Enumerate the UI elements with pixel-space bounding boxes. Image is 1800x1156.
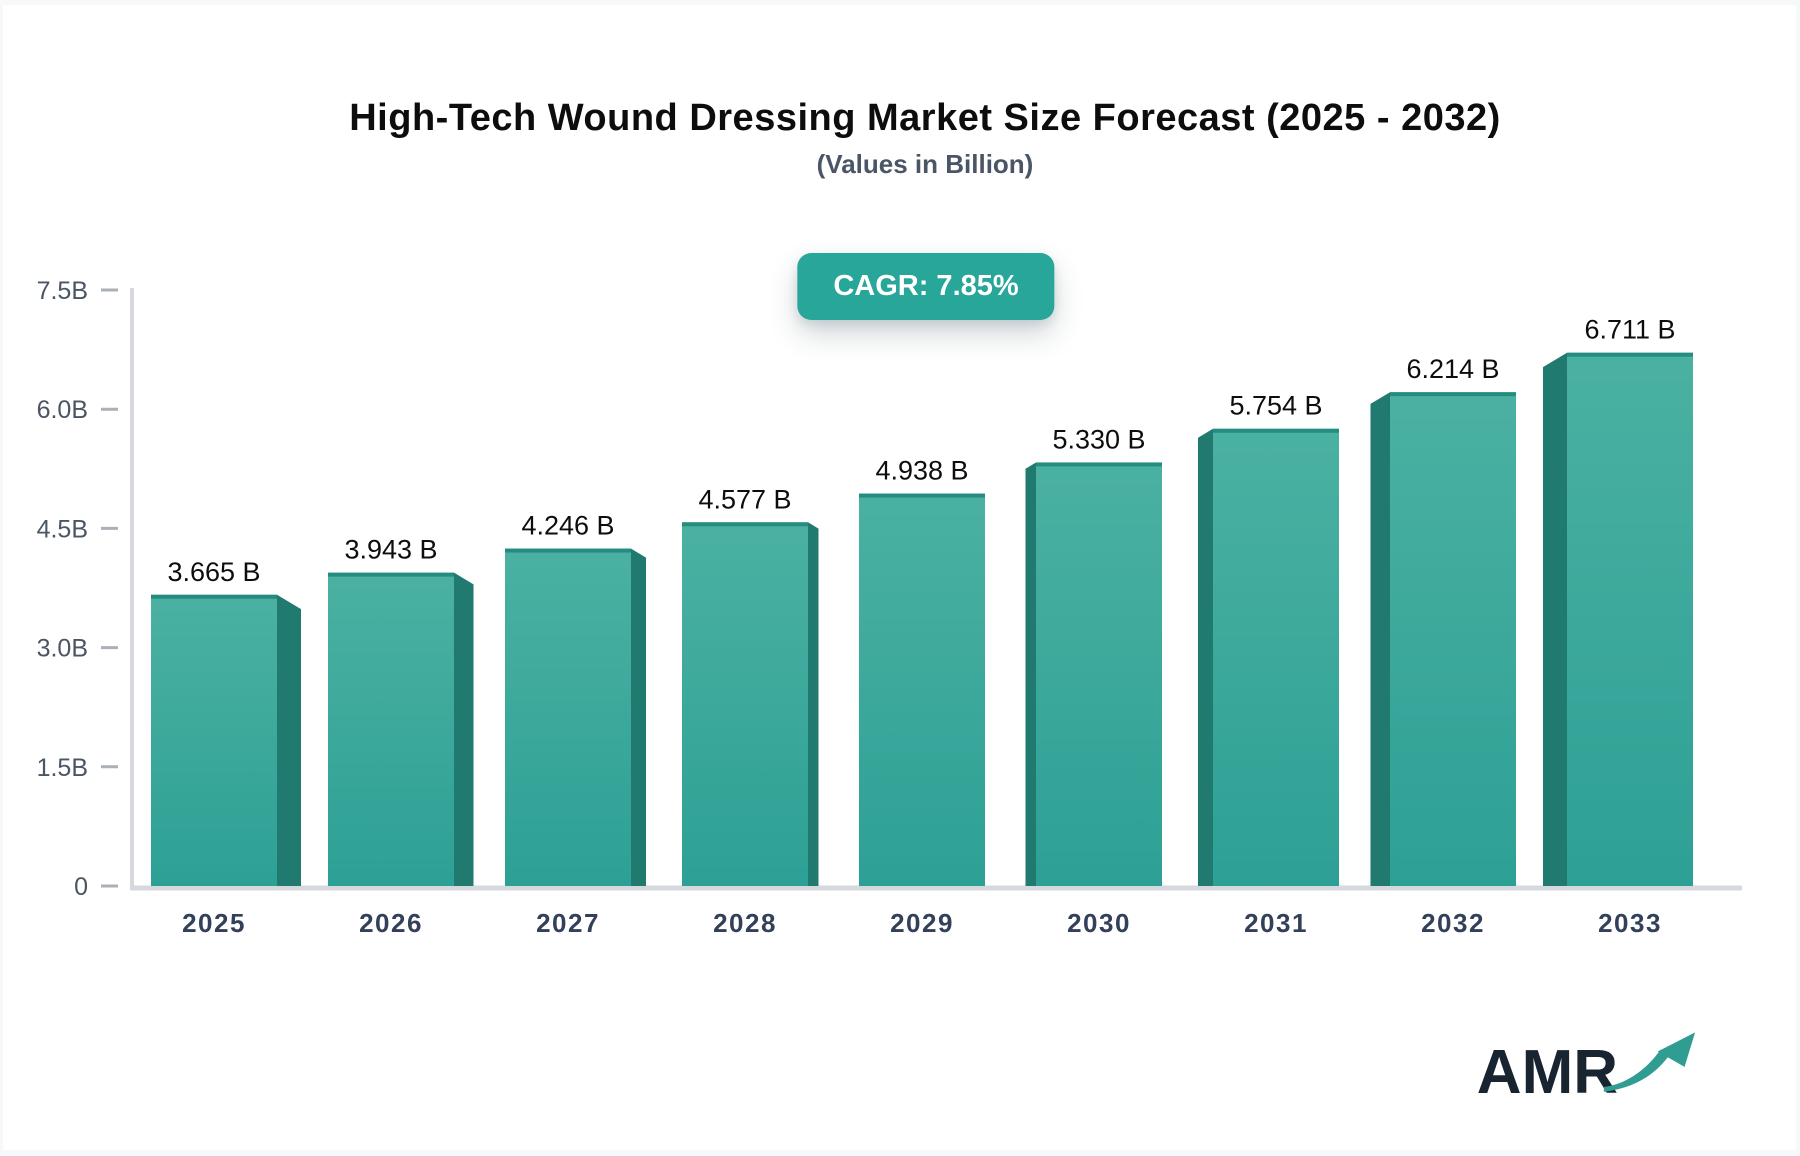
bar-top-edge-2026 bbox=[328, 572, 454, 577]
bar-2028 bbox=[682, 522, 808, 886]
bar-top-edge-2031 bbox=[1213, 428, 1339, 433]
amr-logo-text: AMR bbox=[1476, 1038, 1618, 1107]
cagr-badge: CAGR: 7.85% bbox=[797, 253, 1055, 320]
bar-value-label: 4.246 B bbox=[521, 511, 614, 541]
x-axis-label-2032: 2032 bbox=[1421, 908, 1485, 938]
x-axis-label-2030: 2030 bbox=[1067, 908, 1131, 938]
bar-2025 bbox=[151, 594, 277, 886]
bar-2029 bbox=[859, 493, 985, 886]
bar-value-label: 6.711 B bbox=[1584, 315, 1675, 345]
bar-side-2031 bbox=[1198, 428, 1213, 886]
bar-side-2026 bbox=[454, 572, 474, 886]
bar-side-2030 bbox=[1025, 462, 1036, 886]
bar-value-label: 3.943 B bbox=[344, 535, 437, 565]
bar-side-2025 bbox=[277, 594, 301, 886]
bar-2030 bbox=[1036, 462, 1162, 886]
bar-value-label: 5.754 B bbox=[1229, 391, 1322, 421]
bar-side-2028 bbox=[808, 522, 819, 886]
y-tick-label: 3.0B bbox=[37, 635, 88, 663]
x-axis-label-2029: 2029 bbox=[890, 908, 954, 938]
bar-top-edge-2028 bbox=[682, 522, 808, 527]
bar-value-label: 6.214 B bbox=[1406, 354, 1499, 384]
x-axis-label-2033: 2033 bbox=[1598, 908, 1662, 938]
bar-value-label: 3.665 B bbox=[167, 557, 260, 587]
bar-side-2032 bbox=[1370, 392, 1390, 886]
chart-subtitle: (Values in Billion) bbox=[816, 149, 1034, 179]
x-axis-label-2025: 2025 bbox=[182, 908, 246, 938]
y-tick-label: 6.0B bbox=[37, 396, 88, 424]
bar-top-edge-2032 bbox=[1390, 392, 1516, 397]
chart-title: High-Tech Wound Dressing Market Size For… bbox=[349, 97, 1501, 139]
growth-arrow-icon bbox=[1603, 1032, 1696, 1092]
bar-2026 bbox=[328, 572, 454, 886]
bar-top-edge-2029 bbox=[859, 493, 985, 498]
bar-side-2027 bbox=[631, 548, 646, 886]
bar-value-label: 5.330 B bbox=[1052, 424, 1145, 454]
bar-2032 bbox=[1390, 392, 1516, 886]
bar-top-edge-2033 bbox=[1567, 352, 1693, 357]
bar-value-label: 4.577 B bbox=[698, 484, 791, 514]
bar-top-edge-2025 bbox=[151, 594, 277, 599]
y-tick-label: 1.5B bbox=[37, 754, 88, 782]
bar-value-label: 4.938 B bbox=[875, 456, 968, 486]
bar-side-2033 bbox=[1543, 352, 1567, 886]
bar-top-edge-2027 bbox=[505, 548, 631, 553]
x-axis-label-2027: 2027 bbox=[536, 908, 600, 938]
y-tick-label: 7.5B bbox=[37, 277, 88, 305]
bar-2027 bbox=[505, 548, 631, 886]
y-tick-label: 4.5B bbox=[37, 515, 88, 543]
x-axis-label-2028: 2028 bbox=[713, 908, 777, 938]
bar-top-edge-2030 bbox=[1036, 462, 1162, 467]
bar-2033 bbox=[1567, 352, 1693, 886]
bar-2031 bbox=[1213, 428, 1339, 886]
amr-logo: AMR bbox=[1477, 1030, 1698, 1104]
x-axis-label-2026: 2026 bbox=[359, 908, 423, 938]
y-tick-label: 0 bbox=[74, 873, 88, 901]
x-axis-label-2031: 2031 bbox=[1244, 908, 1308, 938]
